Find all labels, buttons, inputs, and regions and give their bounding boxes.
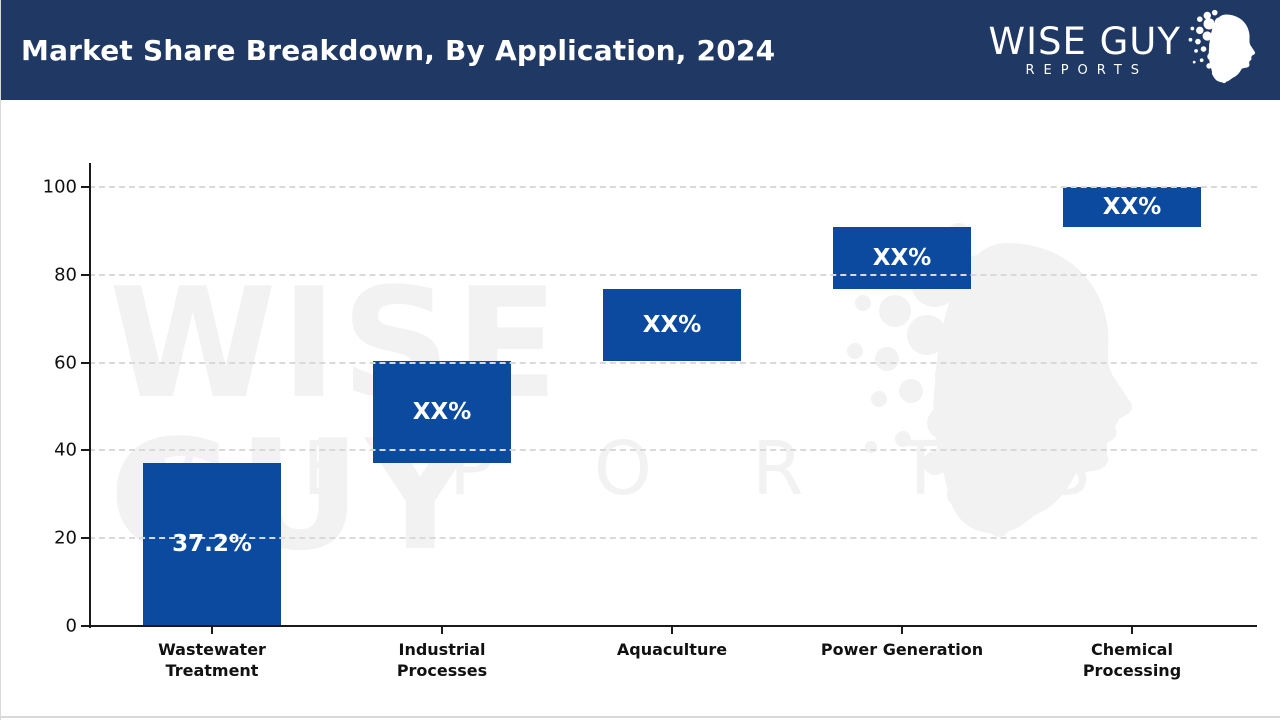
y-tick-label: 20 [54, 527, 77, 549]
logo-text: WISE GUY REPORTS [989, 23, 1181, 78]
bar-segment [1063, 187, 1201, 227]
y-tick-mark [81, 273, 89, 276]
x-tick-label: Chemical Processing [1082, 640, 1182, 680]
bar-value-label: 37.2% [172, 531, 252, 558]
bar-value-label: XX% [872, 244, 932, 271]
y-tick-label: 0 [65, 615, 77, 637]
y-tick-mark [81, 449, 89, 452]
bar-segment [603, 288, 741, 361]
y-tick-mark [81, 361, 89, 364]
bar-segment [143, 462, 281, 626]
gridline [89, 449, 1257, 452]
x-tick-label: Industrial Processes [396, 640, 488, 680]
y-tick-label: 80 [54, 264, 77, 286]
x-tick-label: Power Generation [820, 640, 984, 659]
bottom-divider [1, 716, 1280, 718]
gridline [89, 537, 1257, 540]
x-tick-mark [441, 627, 443, 634]
x-tick-mark [901, 627, 903, 634]
page-title: Market Share Breakdown, By Application, … [21, 33, 776, 67]
bar-value-label: XX% [1102, 193, 1162, 220]
x-tick-mark [671, 627, 673, 634]
x-tick-label: Wastewater Treatment [158, 640, 266, 680]
y-axis [89, 163, 91, 628]
y-tick-mark [81, 537, 89, 540]
y-tick-mark [81, 186, 89, 188]
gridline [89, 361, 1257, 364]
x-tick-label: Aquaculture [616, 640, 728, 659]
logo-subtitle: REPORTS [1025, 62, 1149, 78]
x-axis [88, 625, 1257, 627]
y-tick-label: 60 [54, 352, 77, 374]
header: Market Share Breakdown, By Application, … [1, 0, 1280, 100]
bar-segment [373, 360, 511, 463]
bar-value-label: XX% [412, 398, 472, 425]
gridline [89, 186, 1257, 188]
x-tick-mark [1131, 627, 1133, 634]
logo-wordmark: WISE GUY [988, 19, 1181, 63]
logo: WISE GUY REPORTS [989, 8, 1267, 92]
gridline [89, 273, 1257, 276]
logo-face-icon [1188, 9, 1256, 84]
y-tick-mark [81, 625, 89, 627]
x-tick-mark [211, 627, 213, 634]
y-tick-label: 100 [42, 176, 77, 198]
bar-value-label: XX% [642, 311, 702, 338]
y-tick-label: 40 [54, 439, 77, 461]
